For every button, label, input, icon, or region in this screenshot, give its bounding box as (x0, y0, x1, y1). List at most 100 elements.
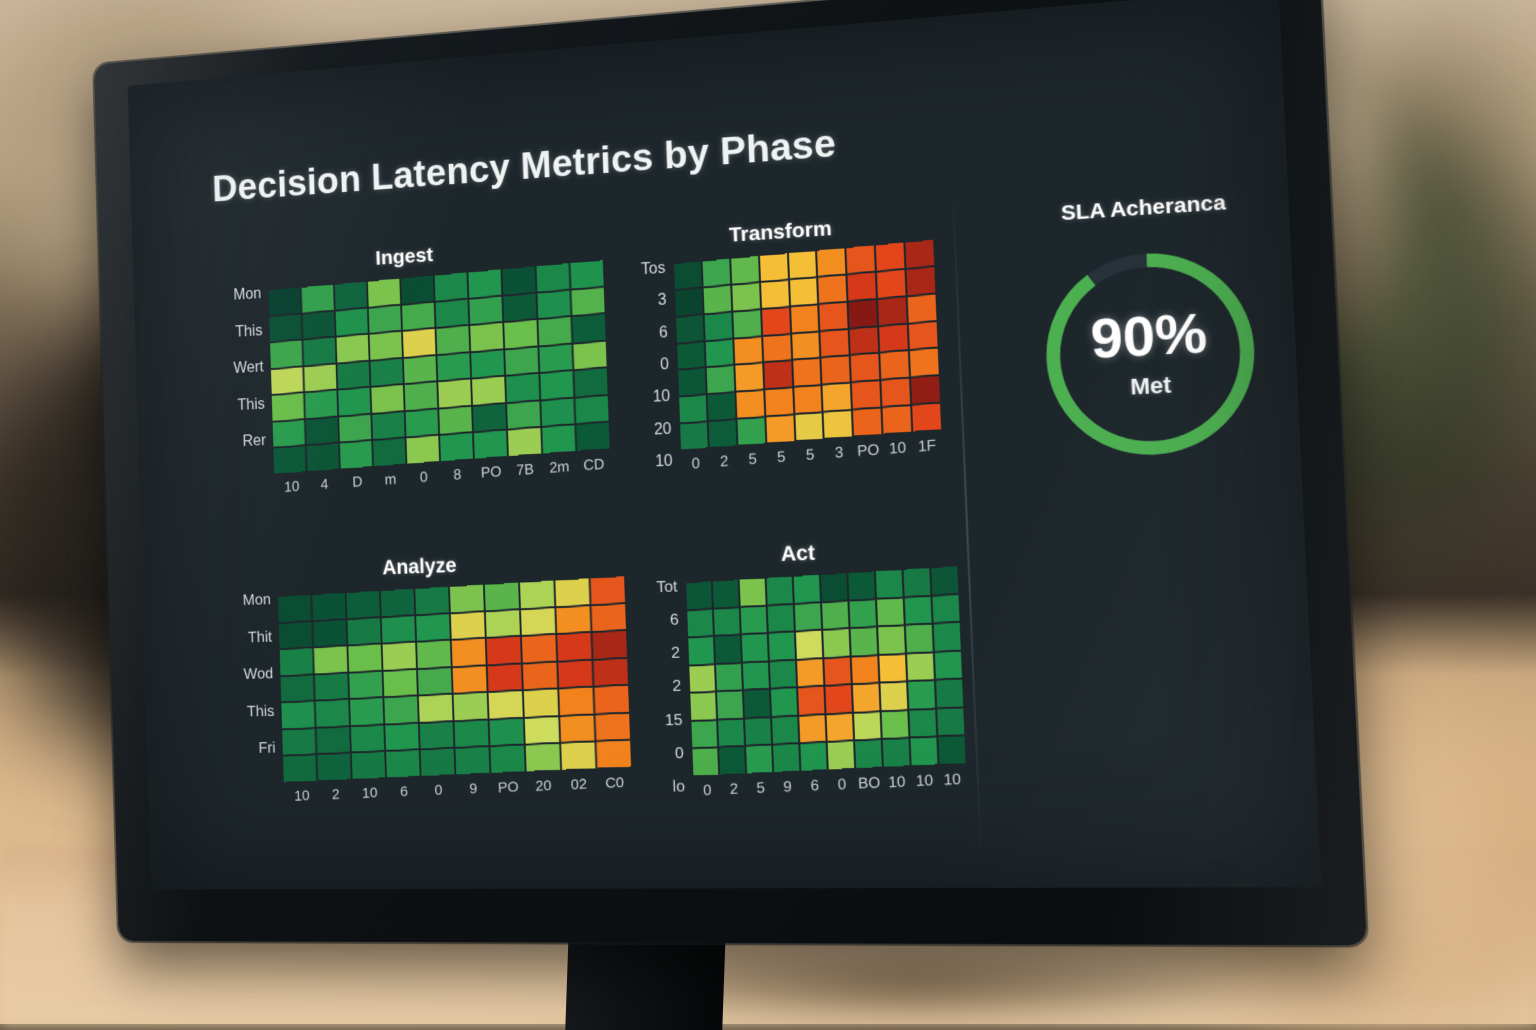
heatmap-cell[interactable] (878, 626, 905, 654)
heatmap-cell[interactable] (875, 569, 903, 598)
heatmap-cell[interactable] (570, 260, 604, 289)
heatmap-cell[interactable] (273, 446, 306, 474)
heatmap-cell[interactable] (337, 361, 370, 389)
heatmap-cell[interactable] (851, 354, 880, 382)
heatmap-cell[interactable] (590, 576, 626, 604)
heatmap-cell[interactable] (484, 582, 519, 610)
heatmap-cell[interactable] (573, 341, 607, 370)
heatmap-cell[interactable] (686, 609, 713, 637)
heatmap-cell[interactable] (818, 275, 847, 303)
heatmap-cell[interactable] (595, 713, 631, 741)
heatmap-cell[interactable] (910, 737, 938, 766)
heatmap-cell[interactable] (879, 324, 908, 352)
heatmap-cell[interactable] (520, 607, 556, 635)
heatmap-grid[interactable] (268, 260, 610, 474)
heatmap-cell[interactable] (594, 686, 630, 714)
heatmap-cell[interactable] (281, 702, 315, 729)
heatmap-cell[interactable] (370, 358, 403, 387)
heatmap-cell[interactable] (471, 350, 505, 378)
heatmap-grid[interactable] (673, 239, 941, 450)
heatmap-cell[interactable] (505, 374, 540, 402)
heatmap-cell[interactable] (315, 700, 349, 727)
heatmap-cell[interactable] (762, 334, 791, 362)
heatmap-cell[interactable] (847, 272, 877, 301)
heatmap-cell[interactable] (401, 275, 434, 304)
heatmap-cell[interactable] (679, 422, 708, 450)
heatmap-cell[interactable] (877, 269, 906, 298)
heatmap-cell[interactable] (519, 580, 555, 608)
heatmap-cell[interactable] (404, 382, 438, 411)
heatmap-cell[interactable] (823, 629, 850, 657)
heatmap-cell[interactable] (763, 361, 792, 389)
heatmap-cell[interactable] (705, 339, 733, 367)
heatmap-cell[interactable] (279, 648, 313, 676)
heatmap-cell[interactable] (849, 599, 876, 628)
heatmap-cell[interactable] (384, 696, 418, 724)
heatmap-cell[interactable] (558, 660, 593, 688)
heatmap-cell[interactable] (744, 717, 772, 746)
heatmap-cell[interactable] (820, 573, 848, 601)
heatmap-cell[interactable] (730, 256, 759, 284)
heatmap-cell[interactable] (269, 314, 302, 342)
heatmap-cell[interactable] (270, 340, 303, 368)
heatmap-cell[interactable] (934, 651, 962, 680)
heatmap-cell[interactable] (799, 715, 826, 743)
heatmap-cell[interactable] (385, 723, 419, 751)
heatmap-cell[interactable] (732, 310, 761, 338)
heatmap-cell[interactable] (506, 401, 541, 429)
heatmap-cell[interactable] (674, 288, 703, 316)
heatmap-cell[interactable] (439, 406, 472, 435)
heatmap-cell[interactable] (415, 586, 449, 614)
heatmap-cell[interactable] (386, 750, 420, 778)
heatmap-cell[interactable] (306, 444, 339, 472)
heatmap-cell[interactable] (336, 334, 369, 363)
heatmap-cell[interactable] (907, 294, 937, 323)
heatmap-cell[interactable] (417, 640, 451, 668)
heatmap-cell[interactable] (523, 689, 558, 717)
heatmap-cell[interactable] (826, 713, 854, 742)
heatmap-cell[interactable] (504, 320, 538, 349)
heatmap-cell[interactable] (403, 355, 437, 384)
heatmap-cell[interactable] (742, 662, 769, 690)
heatmap-cell[interactable] (473, 430, 507, 459)
heatmap-cell[interactable] (522, 662, 558, 690)
heatmap-cell[interactable] (764, 388, 793, 416)
heatmap-cell[interactable] (279, 621, 313, 649)
heatmap-cell[interactable] (380, 588, 415, 616)
heatmap-cell[interactable] (768, 632, 795, 660)
heatmap-cell[interactable] (767, 604, 794, 632)
heatmap-cell[interactable] (347, 617, 381, 645)
heatmap-cell[interactable] (795, 630, 823, 659)
heatmap-cell[interactable] (539, 344, 573, 373)
heatmap-cell[interactable] (824, 410, 853, 439)
heatmap-cell[interactable] (280, 675, 314, 702)
heatmap-cell[interactable] (272, 393, 304, 421)
heatmap-cell[interactable] (848, 299, 878, 328)
heatmap-cell[interactable] (470, 323, 504, 351)
heatmap-cell[interactable] (372, 412, 405, 440)
heatmap-cell[interactable] (371, 385, 404, 413)
heatmap-cell[interactable] (596, 740, 632, 768)
heatmap-cell[interactable] (881, 710, 909, 739)
heatmap-cell[interactable] (541, 398, 575, 427)
heatmap-cell[interactable] (678, 395, 707, 423)
heatmap-cell[interactable] (338, 414, 372, 443)
heatmap-cell[interactable] (418, 695, 453, 722)
heatmap-cell[interactable] (770, 688, 798, 716)
heatmap-cell[interactable] (502, 266, 536, 295)
heatmap-cell[interactable] (704, 312, 732, 340)
heatmap-cell[interactable] (817, 248, 846, 276)
heatmap-cell[interactable] (912, 403, 941, 432)
heatmap-cell[interactable] (825, 685, 852, 714)
heatmap-cell[interactable] (827, 741, 855, 770)
heatmap-cell[interactable] (821, 356, 851, 384)
heatmap-cell[interactable] (800, 743, 827, 771)
heatmap-cell[interactable] (689, 692, 716, 720)
heatmap-cell[interactable] (505, 347, 539, 375)
heatmap-cell[interactable] (348, 671, 383, 699)
heatmap-cell[interactable] (419, 722, 454, 749)
heatmap-cell[interactable] (576, 422, 610, 451)
heatmap-cell[interactable] (559, 715, 595, 743)
heatmap-cell[interactable] (820, 329, 849, 357)
heatmap-cell[interactable] (906, 652, 934, 681)
